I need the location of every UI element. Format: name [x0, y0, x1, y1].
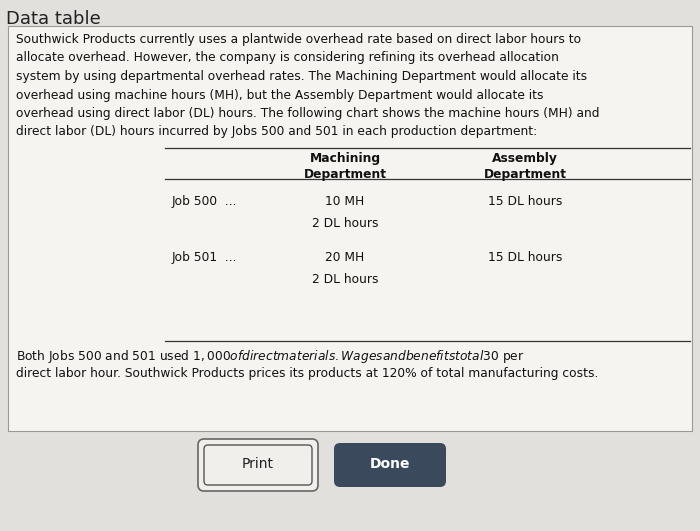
Text: Department: Department [304, 168, 386, 181]
Text: 15 DL hours: 15 DL hours [488, 251, 562, 264]
Text: 10 MH: 10 MH [326, 195, 365, 208]
FancyBboxPatch shape [198, 439, 318, 491]
Text: system by using departmental overhead rates. The Machining Department would allo: system by using departmental overhead ra… [16, 70, 587, 83]
Text: Job 500  ...: Job 500 ... [172, 195, 237, 208]
Text: Machining: Machining [309, 152, 381, 165]
FancyBboxPatch shape [204, 445, 312, 485]
Text: Department: Department [484, 168, 566, 181]
Text: 20 MH: 20 MH [326, 251, 365, 264]
Text: Assembly: Assembly [492, 152, 558, 165]
Text: overhead using direct labor (DL) hours. The following chart shows the machine ho: overhead using direct labor (DL) hours. … [16, 107, 599, 120]
Text: overhead using machine hours (MH), but the Assembly Department would allocate it: overhead using machine hours (MH), but t… [16, 89, 543, 101]
Text: Both Jobs 500 and 501 used $1,000 of direct materials. Wages and benefits total : Both Jobs 500 and 501 used $1,000 of dir… [16, 348, 524, 365]
Text: Southwick Products currently uses a plantwide overhead rate based on direct labo: Southwick Products currently uses a plan… [16, 33, 581, 46]
Text: Done: Done [370, 457, 410, 471]
Text: Print: Print [242, 457, 274, 471]
Text: 15 DL hours: 15 DL hours [488, 195, 562, 208]
Text: allocate overhead. However, the company is considering refining its overhead all: allocate overhead. However, the company … [16, 52, 559, 64]
Text: 2 DL hours: 2 DL hours [312, 217, 378, 230]
Text: direct labor hour. Southwick Products prices its products at 120% of total manuf: direct labor hour. Southwick Products pr… [16, 366, 598, 380]
Text: Data table: Data table [6, 10, 101, 28]
Text: direct labor (DL) hours incurred by Jobs 500 and 501 in each production departme: direct labor (DL) hours incurred by Jobs… [16, 125, 537, 139]
Text: 2 DL hours: 2 DL hours [312, 273, 378, 286]
Bar [8, 26, 692, 431]
Text: Job 501  ...: Job 501 ... [172, 251, 237, 264]
FancyBboxPatch shape [334, 443, 446, 487]
